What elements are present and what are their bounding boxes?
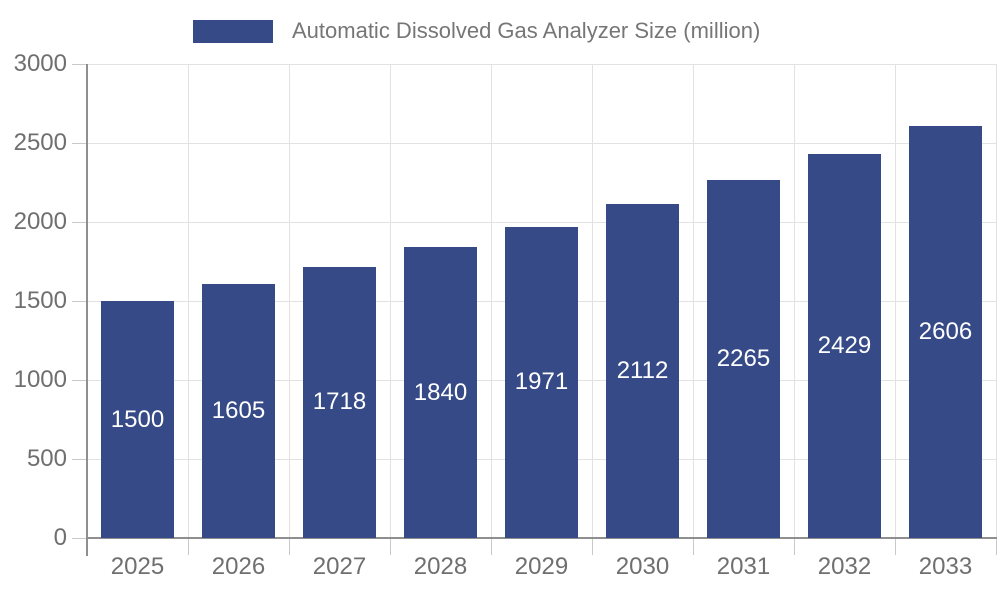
x-axis-tick — [894, 538, 896, 555]
y-axis-tick — [72, 142, 87, 144]
bar-value-label: 1500 — [110, 405, 165, 433]
y-axis-tick-label: 1000 — [13, 366, 67, 393]
bar-value-label: 1840 — [413, 378, 468, 406]
x-axis-tick — [591, 538, 593, 555]
bar-value-label: 2265 — [716, 345, 771, 373]
bar-value-label: 1971 — [514, 368, 569, 396]
y-axis-tick — [72, 300, 87, 302]
y-axis-tick-label: 3000 — [13, 50, 67, 77]
bar: 2265 — [707, 180, 780, 538]
x-axis-tick — [288, 538, 290, 555]
x-axis-tick — [793, 538, 795, 555]
bar: 1500 — [101, 301, 174, 538]
bar-value-label: 2112 — [616, 357, 669, 385]
bar: 1605 — [202, 284, 275, 538]
y-axis-tick — [72, 537, 87, 539]
y-axis-tick — [72, 63, 87, 65]
bar: 2606 — [909, 126, 982, 538]
x-axis-tick-label: 2029 — [514, 553, 569, 580]
x-axis-tick — [490, 538, 492, 555]
horizontal-gridline — [87, 221, 996, 223]
horizontal-gridline — [87, 63, 996, 65]
vertical-gridline — [389, 64, 391, 538]
bar-value-label: 2606 — [918, 318, 973, 346]
bar: 1971 — [505, 226, 578, 538]
legend[interactable]: Automatic Dissolved Gas Analyzer Size (m… — [193, 18, 760, 44]
bar: 1840 — [404, 247, 477, 538]
bar-value-label: 1605 — [211, 397, 266, 425]
legend-label: Automatic Dissolved Gas Analyzer Size (m… — [292, 18, 761, 43]
x-axis-tick-label: 2033 — [918, 553, 973, 580]
y-axis-tick — [72, 379, 87, 381]
y-axis-tick-label: 2000 — [13, 208, 67, 235]
horizontal-gridline — [87, 142, 996, 144]
x-axis-line — [86, 537, 997, 539]
bar-value-label: 2429 — [817, 332, 872, 360]
x-axis-tick — [389, 538, 391, 555]
x-axis-tick — [692, 538, 694, 555]
vertical-gridline — [692, 64, 694, 538]
vertical-gridline — [591, 64, 593, 538]
x-axis-tick-label: 2027 — [312, 553, 367, 580]
y-axis-tick — [72, 221, 87, 223]
y-axis-tick-label: 0 — [53, 524, 67, 551]
vertical-gridline — [995, 64, 997, 538]
vertical-gridline — [490, 64, 492, 538]
legend-swatch — [193, 19, 273, 43]
x-axis-tick — [187, 538, 189, 555]
x-axis-tick-label: 2031 — [716, 553, 771, 580]
y-axis-tick-label: 500 — [26, 445, 67, 472]
y-axis-tick-label: 2500 — [13, 129, 67, 156]
vertical-gridline — [187, 64, 189, 538]
x-axis-tick-label: 2032 — [817, 553, 872, 580]
vertical-gridline — [793, 64, 795, 538]
vertical-gridline — [288, 64, 290, 538]
x-axis-tick-label: 2028 — [413, 553, 468, 580]
x-axis-tick — [995, 538, 997, 555]
x-axis-tick-label: 2026 — [211, 553, 266, 580]
bar: 1718 — [303, 266, 376, 538]
bar-value-label: 1718 — [312, 388, 367, 416]
x-axis-tick-label: 2030 — [615, 553, 670, 580]
x-axis-tick-label: 2025 — [110, 553, 165, 580]
y-axis-line — [86, 64, 88, 556]
bar: 2112 — [606, 204, 679, 538]
y-axis-tick — [72, 458, 87, 460]
vertical-gridline — [894, 64, 896, 538]
bar: 2429 — [808, 154, 881, 538]
y-axis-tick-label: 1500 — [13, 287, 67, 314]
